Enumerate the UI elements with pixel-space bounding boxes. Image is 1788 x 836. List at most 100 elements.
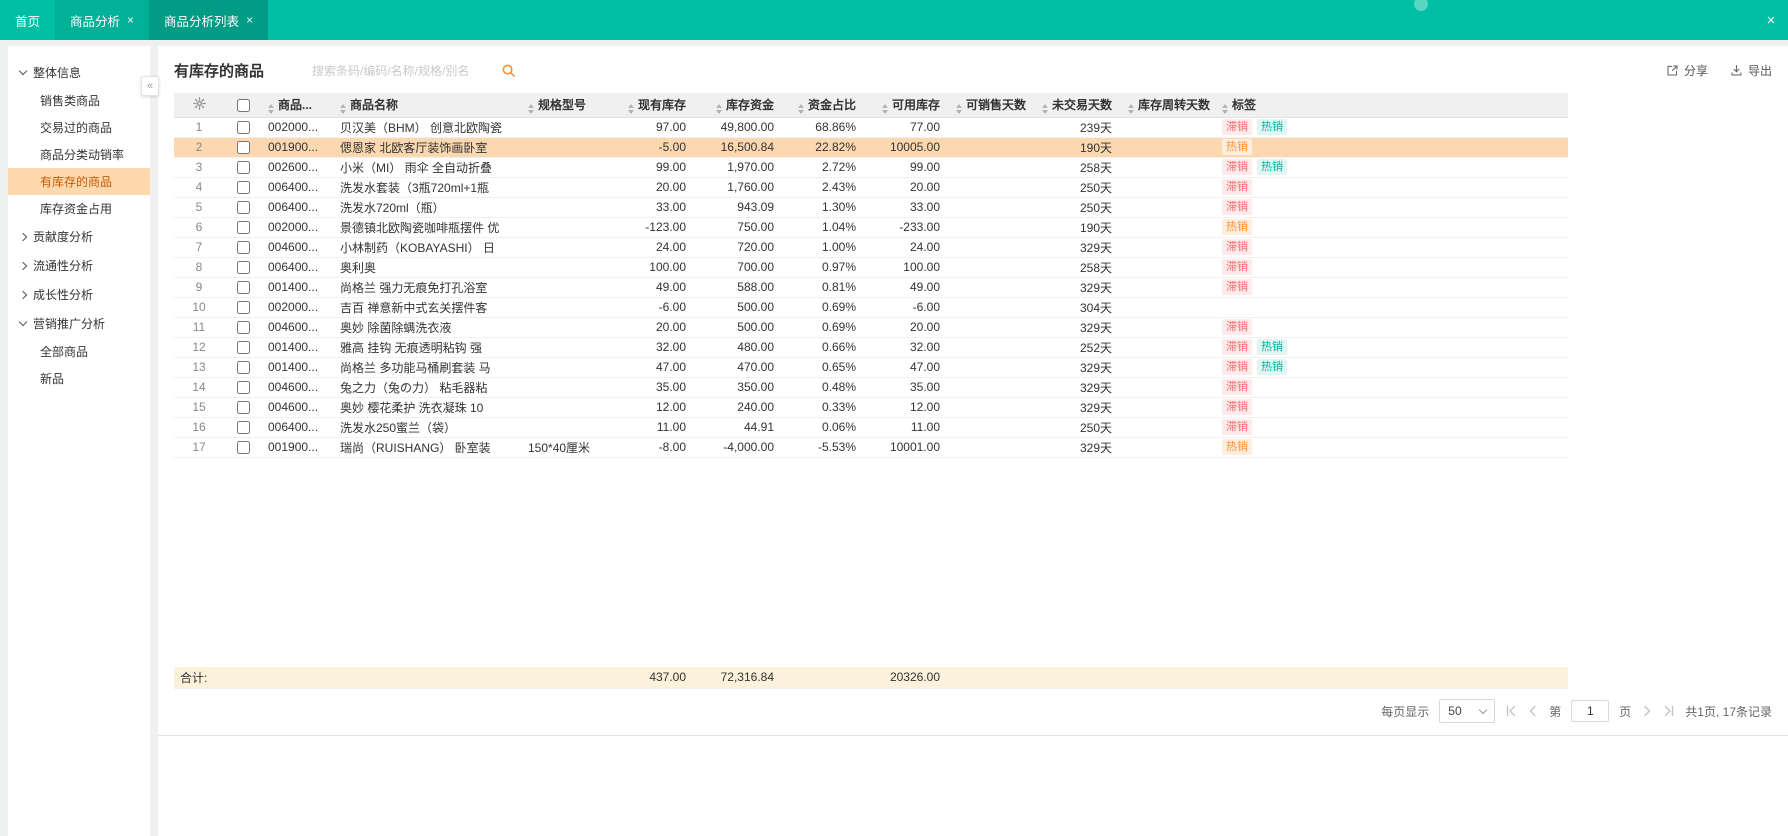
first-page-button[interactable] xyxy=(1505,705,1517,717)
tab-product-analysis-list[interactable]: 商品分析列表 × xyxy=(149,0,269,40)
column-header-stock[interactable]: 现有库存 xyxy=(606,93,692,118)
sidebar-collapse-button[interactable]: « xyxy=(141,76,159,96)
sidebar-group-1[interactable]: 整体信息 xyxy=(8,58,150,87)
row-checkbox[interactable] xyxy=(236,161,250,175)
cell-stock: 12.00 xyxy=(606,397,692,418)
sidebar-item-1-2[interactable]: 交易过的商品 xyxy=(40,121,113,135)
cell-fund: 16,500.84 xyxy=(692,137,780,158)
row-checkbox[interactable] xyxy=(236,261,250,275)
table-row[interactable]: 14 004600... 兔之力（兔の力） 粘毛器粘 35.00 350.00 0.48%… xyxy=(174,377,1568,398)
cell-stock: 11.00 xyxy=(606,417,692,438)
table-row[interactable]: 13 001400... 尚格兰 多功能马桶刷套装 马 47.00 470.00 0.65… xyxy=(174,357,1568,378)
table-row[interactable]: 8 006400... 奥利奥 100.00 700.00 0.97% 100.00 258天… xyxy=(174,257,1568,278)
bottom-padding xyxy=(158,736,1788,836)
cell-ratio: 1.04% xyxy=(780,217,862,238)
table-row[interactable]: 3 002600... 小米（MI） 雨伞 全自动折叠 99.00 1,970.00 2.… xyxy=(174,157,1568,178)
column-header-fund[interactable]: 库存资金 xyxy=(692,93,780,118)
close-tab-icon[interactable]: × xyxy=(246,13,254,27)
search-icon[interactable] xyxy=(501,63,516,78)
cell-available: 33.00 xyxy=(862,197,946,218)
cell-available: 100.00 xyxy=(862,257,946,278)
table-row[interactable]: 11 004600... 奥妙 除菌除螨洗衣液 20.00 500.00 0.69% 20.… xyxy=(174,317,1568,338)
row-checkbox[interactable] xyxy=(236,141,250,155)
page-size-select[interactable]: 50 xyxy=(1439,699,1496,723)
window-close-button[interactable]: × xyxy=(1766,11,1776,29)
sidebar-group-5[interactable]: 营销推广分析 xyxy=(8,309,150,338)
record-count: 共1页, 17条记录 xyxy=(1685,704,1772,719)
table-row[interactable]: 16 006400... 洗发水250蜜兰（袋） 11.00 44.91 0.06% 11.… xyxy=(174,417,1568,438)
tab-product-analysis[interactable]: 商品分析 × xyxy=(55,0,150,40)
sidebar-item-5-2[interactable]: 新品 xyxy=(40,372,65,386)
page-number-input[interactable] xyxy=(1571,700,1610,722)
table-row[interactable]: 12 001400... 雅高 挂钩 无痕透明粘钩 强 32.00 480.00 0.66… xyxy=(174,337,1568,358)
share-button[interactable]: 分享 xyxy=(1666,62,1708,79)
last-page-button[interactable] xyxy=(1663,705,1675,717)
row-checkbox[interactable] xyxy=(236,381,250,395)
row-index: 13 xyxy=(174,357,224,378)
cell-name: 兔之力（兔の力） 粘毛器粘 xyxy=(334,377,522,398)
column-header-turnover_days[interactable]: 库存周转天数 xyxy=(1118,93,1216,118)
tab-home[interactable]: 首页 xyxy=(0,0,55,40)
table-row[interactable]: 7 004600... 小林制药（KOBAYASHI） 日 24.00 720.00 1.… xyxy=(174,237,1568,258)
column-header-code[interactable]: 商品... xyxy=(262,93,334,118)
prev-page-button[interactable] xyxy=(1527,705,1539,717)
column-settings-button[interactable] xyxy=(174,93,224,118)
cell-stock: -6.00 xyxy=(606,297,692,318)
row-checkbox[interactable] xyxy=(236,361,250,375)
next-page-button[interactable] xyxy=(1641,705,1653,717)
cell-code: 001900... xyxy=(262,437,334,458)
table-row[interactable]: 17 001900... 瑞尚（RUISHANG） 卧室装 150*40厘米 -8.00… xyxy=(174,437,1568,458)
table-row[interactable]: 10 002000... 吉百 禅意新中式玄关摆件客 -6.00 500.00 0.69%… xyxy=(174,297,1568,318)
table-row[interactable]: 5 006400... 洗发水720ml（瓶） 33.00 943.09 1.30% 33.… xyxy=(174,197,1568,218)
sidebar-item-1-3[interactable]: 商品分类动销率 xyxy=(40,148,125,162)
row-checkbox[interactable] xyxy=(236,301,250,315)
column-header-tags[interactable]: 标签 xyxy=(1216,93,1568,118)
sidebar-group-label: 贡献度分析 xyxy=(33,230,94,244)
column-header-sell_days[interactable]: 可销售天数 xyxy=(946,93,1032,118)
table-row[interactable]: 6 002000... 景德镇北欧陶瓷咖啡瓶摆件 优 -123.00 750.00 1.0… xyxy=(174,217,1568,238)
row-checkbox[interactable] xyxy=(236,441,250,455)
row-checkbox[interactable] xyxy=(236,181,250,195)
sidebar-group-4[interactable]: 成长性分析 xyxy=(8,280,150,309)
cell-no_trade_days: 239天 xyxy=(1032,117,1118,138)
column-header-name[interactable]: 商品名称 xyxy=(334,93,522,118)
export-button[interactable]: 导出 xyxy=(1730,62,1772,79)
row-checkbox[interactable] xyxy=(236,401,250,415)
select-all-checkbox[interactable] xyxy=(236,98,250,112)
column-header-ratio[interactable]: 资金占比 xyxy=(780,93,862,118)
column-header-no_trade_days[interactable]: 未交易天数 xyxy=(1032,93,1118,118)
table-row[interactable]: 1 002000... 贝汉美（BHM） 创意北欧陶瓷 97.00 49,800.00 6… xyxy=(174,117,1568,138)
row-checkbox[interactable] xyxy=(236,121,250,135)
sidebar-item-1-4[interactable]: 有库存的商品 xyxy=(8,168,150,195)
close-tab-icon[interactable]: × xyxy=(127,13,135,27)
summary-no_trade_days xyxy=(1032,666,1119,689)
sidebar-group-3[interactable]: 流通性分析 xyxy=(8,251,150,280)
sidebar-item-1-1[interactable]: 销售类商品 xyxy=(40,94,101,108)
column-label: 未交易天数 xyxy=(1051,97,1112,112)
row-checkbox[interactable] xyxy=(236,201,250,215)
next-page-icon xyxy=(1644,705,1651,717)
table-row[interactable]: 4 006400... 洗发水套装（3瓶720ml+1瓶 20.00 1,760.00 2… xyxy=(174,177,1568,198)
row-checkbox[interactable] xyxy=(236,421,250,435)
row-checkbox[interactable] xyxy=(236,341,250,355)
cell-fund: 750.00 xyxy=(692,217,780,238)
column-header-available[interactable]: 可用库存 xyxy=(862,93,946,118)
table-row[interactable]: 15 004600... 奥妙 樱花柔护 洗衣凝珠 10 12.00 240.00 0.3… xyxy=(174,397,1568,418)
row-checkbox[interactable] xyxy=(236,241,250,255)
row-checkbox[interactable] xyxy=(236,221,250,235)
cell-available: 11.00 xyxy=(862,417,946,438)
column-header-spec[interactable]: 规格型号 xyxy=(522,93,606,118)
sidebar-group-2[interactable]: 贡献度分析 xyxy=(8,222,150,251)
tag-red: 滞销 xyxy=(1222,419,1252,435)
table-row[interactable]: 2 001900... 偲恩家 北欧客厅装饰画卧室 -5.00 16,500.84 22.… xyxy=(174,137,1568,158)
prev-page-icon xyxy=(1529,705,1536,717)
search-input[interactable] xyxy=(310,62,496,79)
row-checkbox[interactable] xyxy=(236,321,250,335)
row-checkbox[interactable] xyxy=(236,281,250,295)
sidebar-item-5-1[interactable]: 全部商品 xyxy=(40,345,89,359)
sidebar-item-1-5[interactable]: 库存资金占用 xyxy=(40,202,113,216)
table-row[interactable]: 9 001400... 尚格兰 强力无痕免打孔浴室 49.00 588.00 0.81% 4… xyxy=(174,277,1568,298)
cell-ratio: 0.81% xyxy=(780,277,862,298)
cell-name: 奥妙 除菌除螨洗衣液 xyxy=(334,317,522,338)
cell-sell_days xyxy=(946,397,1032,418)
